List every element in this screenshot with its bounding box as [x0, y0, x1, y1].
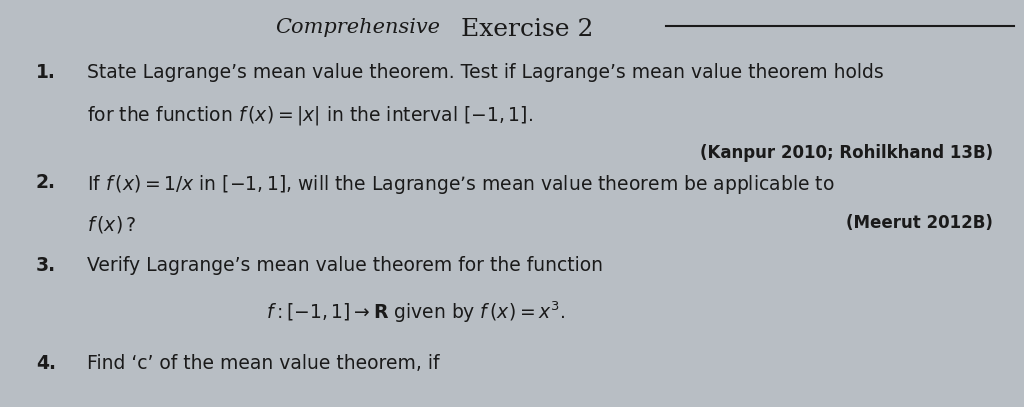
Text: State Lagrange’s mean value theorem. Test if Lagrange’s mean value theorem holds: State Lagrange’s mean value theorem. Tes…	[87, 63, 884, 82]
Text: $f: [-1, 1] \rightarrow \mathbf{R}$ given by $f\,(x) = x^3$.: $f: [-1, 1] \rightarrow \mathbf{R}$ give…	[266, 299, 565, 325]
Text: 4.: 4.	[36, 354, 56, 373]
Text: $f\,(x)\,?$: $f\,(x)\,?$	[87, 214, 136, 235]
Text: Verify Lagrange’s mean value theorem for the function: Verify Lagrange’s mean value theorem for…	[87, 256, 603, 276]
Text: Comprehensive: Comprehensive	[275, 18, 440, 37]
Text: If $f\,(x) = 1/x$ in $[-1, 1]$, will the Lagrange’s mean value theorem be applic: If $f\,(x) = 1/x$ in $[-1, 1]$, will the…	[87, 173, 835, 196]
Text: for the function $f\,(x) = |x|$ in the interval $[-1, 1]$.: for the function $f\,(x) = |x|$ in the i…	[87, 104, 534, 127]
Text: (Meerut 2012B): (Meerut 2012B)	[847, 214, 993, 232]
Text: 2.: 2.	[36, 173, 56, 192]
Text: 1.: 1.	[36, 63, 55, 82]
Text: (Kanpur 2010; Rohilkhand 13B): (Kanpur 2010; Rohilkhand 13B)	[700, 144, 993, 162]
Text: Exercise 2: Exercise 2	[461, 18, 593, 42]
Text: 3.: 3.	[36, 256, 56, 276]
Text: Find ‘c’ of the mean value theorem, if: Find ‘c’ of the mean value theorem, if	[87, 354, 439, 373]
